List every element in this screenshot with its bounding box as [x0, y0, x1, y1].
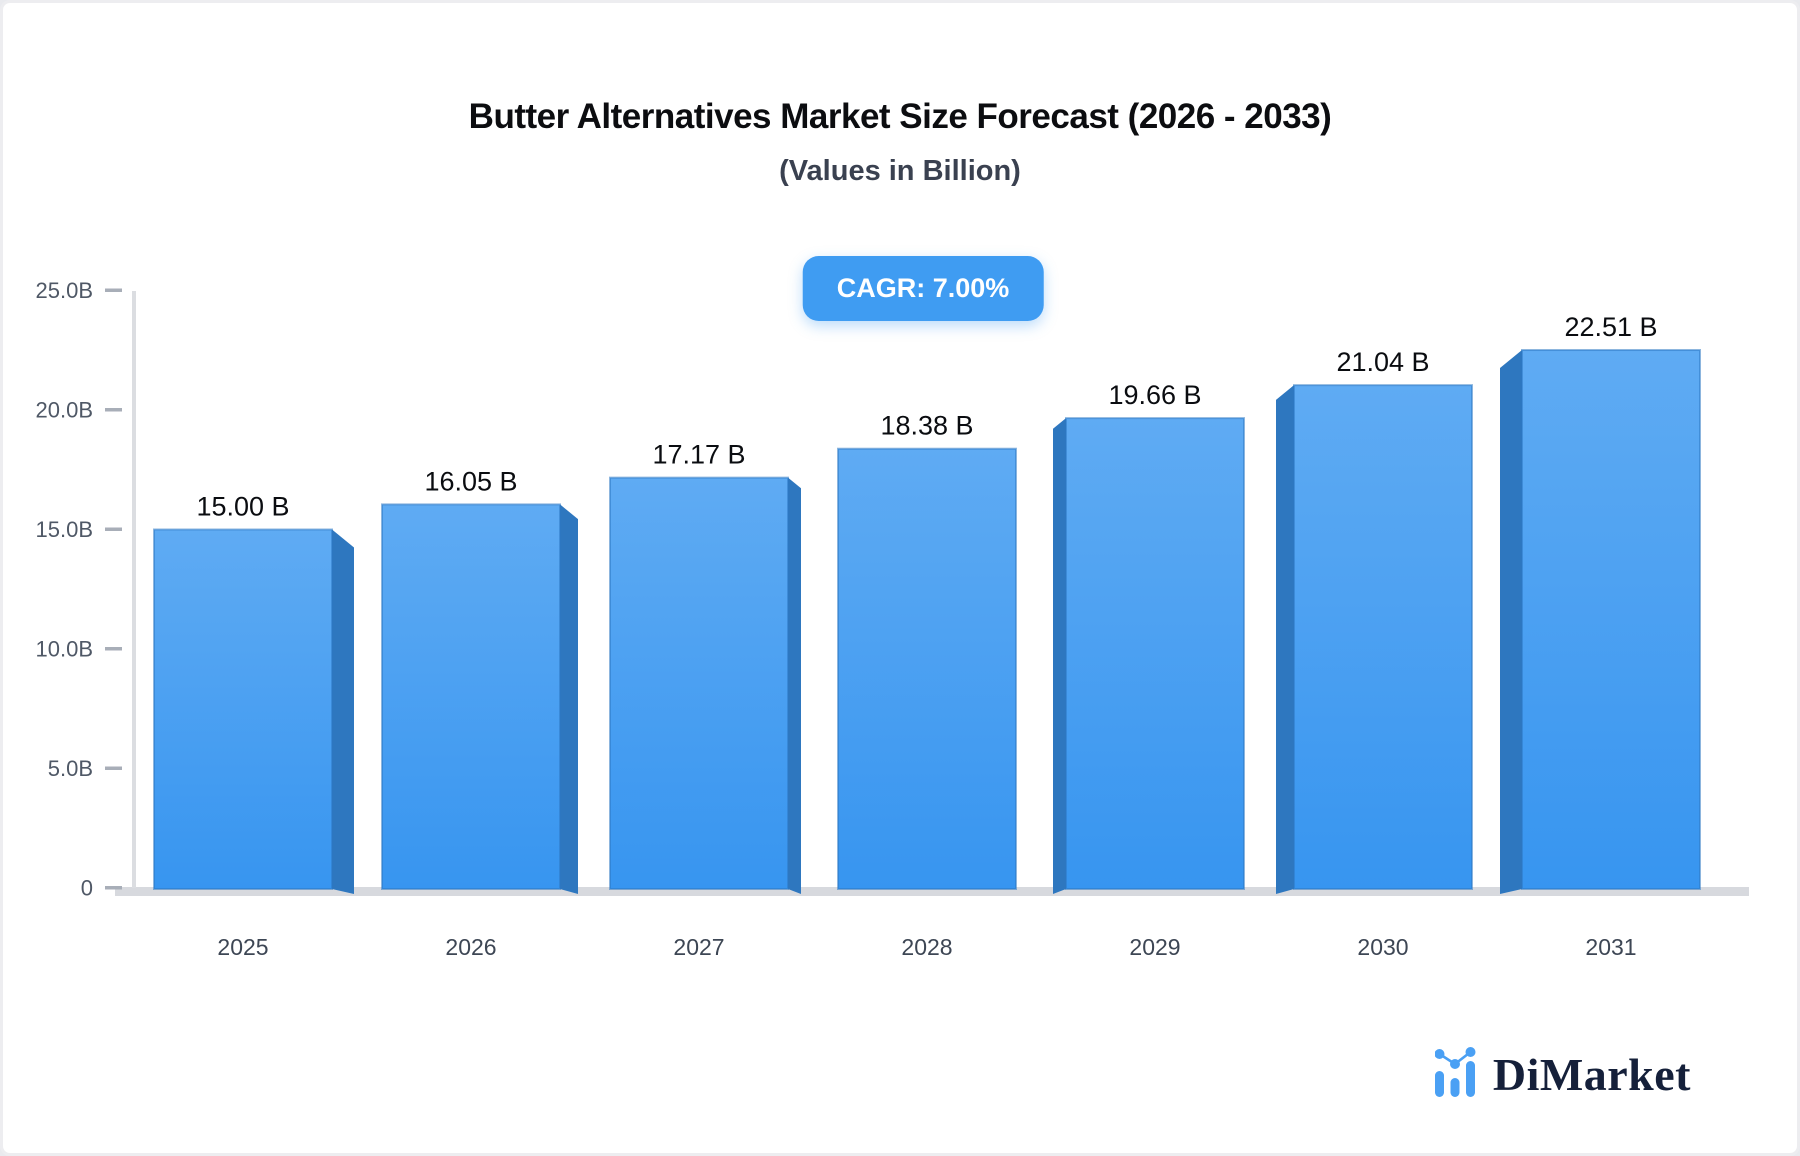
bar-value-label: 18.38 B: [880, 411, 973, 441]
x-axis-label: 2028: [901, 934, 952, 960]
bar-front-face: [1065, 417, 1245, 890]
bar-side-face: [788, 477, 801, 894]
y-tick-mark: [105, 527, 122, 531]
bar-2026: [381, 503, 578, 894]
y-tick-mark: [105, 647, 122, 651]
y-axis-line: [132, 291, 136, 888]
cagr-badge: CAGR: 7.00%: [802, 256, 1044, 321]
bar-side-face: [1053, 418, 1066, 894]
y-tick-label: 10.0B: [36, 637, 94, 662]
x-axis-baseline: [115, 887, 1749, 896]
y-tick-label: 5.0B: [48, 756, 93, 781]
bar-2030: [1276, 384, 1473, 894]
bar-value-label: 21.04 B: [1336, 347, 1429, 377]
bars-layer: [153, 349, 1701, 894]
y-tick-label: 25.0B: [36, 278, 94, 303]
y-tick-label: 20.0B: [36, 398, 94, 423]
labels-layer: 15.00 B 2025 16.05 B 2026 17.17 B 2027 18.38 B…: [196, 312, 1657, 960]
x-axis-label: 2027: [673, 934, 724, 960]
bar-2028: [837, 447, 1017, 890]
axis-layer: 0 5.0B 10.0B 15.0B 20.0B 25.0B: [36, 278, 1749, 901]
x-axis-label: 2030: [1357, 934, 1408, 960]
bar-value-label: 17.17 B: [652, 440, 745, 470]
bar-2027: [609, 476, 801, 894]
x-axis-label: 2029: [1129, 934, 1180, 960]
bar-chart-logo-icon: [1434, 1047, 1476, 1097]
chart-title: Butter Alternatives Market Size Forecast…: [468, 97, 1332, 136]
bar-2029: [1053, 417, 1245, 894]
bar-value-label: 19.66 B: [1108, 380, 1201, 410]
x-axis-label: 2025: [217, 934, 268, 960]
bar-2031: [1500, 349, 1701, 894]
y-tick-mark: [105, 766, 122, 770]
bar-2025: [153, 528, 354, 894]
bar-front-face: [609, 476, 789, 890]
chart-subtitle: (Values in Billion): [779, 155, 1021, 187]
logo-text: DiMarket: [1492, 1049, 1691, 1101]
y-tick-label: 15.0B: [36, 517, 94, 542]
bar-side-face: [1500, 350, 1522, 894]
x-axis-label: 2031: [1585, 934, 1636, 960]
bar-value-label: 16.05 B: [424, 466, 517, 496]
bar-value-label: 15.00 B: [196, 492, 289, 522]
y-tick-mark: [105, 408, 122, 412]
y-tick-label: 0: [81, 876, 93, 901]
bar-front-face: [1521, 349, 1701, 890]
bar-side-face: [1276, 385, 1294, 894]
y-tick-mark: [105, 886, 122, 890]
bar-front-face: [153, 528, 333, 890]
y-tick-mark: [105, 288, 122, 292]
x-axis-label: 2026: [445, 934, 496, 960]
bar-chart: 0 5.0B 10.0B 15.0B 20.0B 25.0B 15.00 B 2025 16.…: [36, 278, 1749, 960]
bar-value-label: 22.51 B: [1564, 312, 1657, 342]
bar-front-face: [381, 503, 561, 890]
bar-front-face: [1293, 384, 1473, 890]
dimarket-logo: DiMarket: [1434, 1047, 1691, 1101]
bar-side-face: [332, 529, 354, 894]
bar-side-face: [560, 504, 578, 894]
bar-front-face: [837, 447, 1017, 890]
